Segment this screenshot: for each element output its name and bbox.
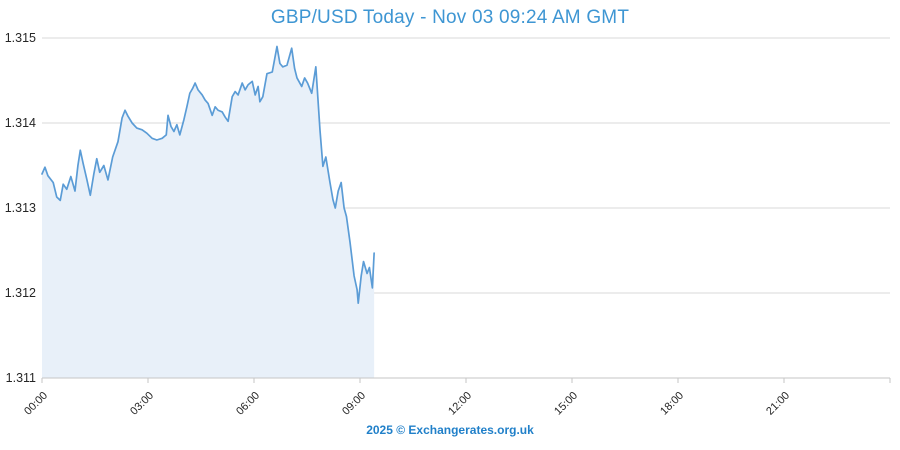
x-axis-label: 15:00 xyxy=(552,390,580,418)
chart-title: GBP/USD Today - Nov 03 09:24 AM GMT xyxy=(270,7,630,28)
y-axis-label: 1.315 xyxy=(5,31,36,45)
x-axis-label: 09:00 xyxy=(340,390,368,418)
y-axis-label: 1.311 xyxy=(6,371,36,385)
y-axis-label: 1.313 xyxy=(5,201,36,215)
price-area-fill xyxy=(42,46,375,378)
y-axis-label: 1.314 xyxy=(5,116,36,130)
y-axis-label: 1.312 xyxy=(5,286,36,300)
price-line xyxy=(41,45,375,305)
x-axis-label: 12:00 xyxy=(446,390,474,418)
x-axis-label: 06:00 xyxy=(234,390,262,418)
x-axis-label: 00:00 xyxy=(22,390,50,418)
x-axis-label: 18:00 xyxy=(658,390,686,418)
x-axis-label: 21:00 xyxy=(764,390,792,418)
x-axis-label: 03:00 xyxy=(128,390,156,418)
copyright-footer: 2025 © Exchangerates.org.uk xyxy=(366,423,534,437)
